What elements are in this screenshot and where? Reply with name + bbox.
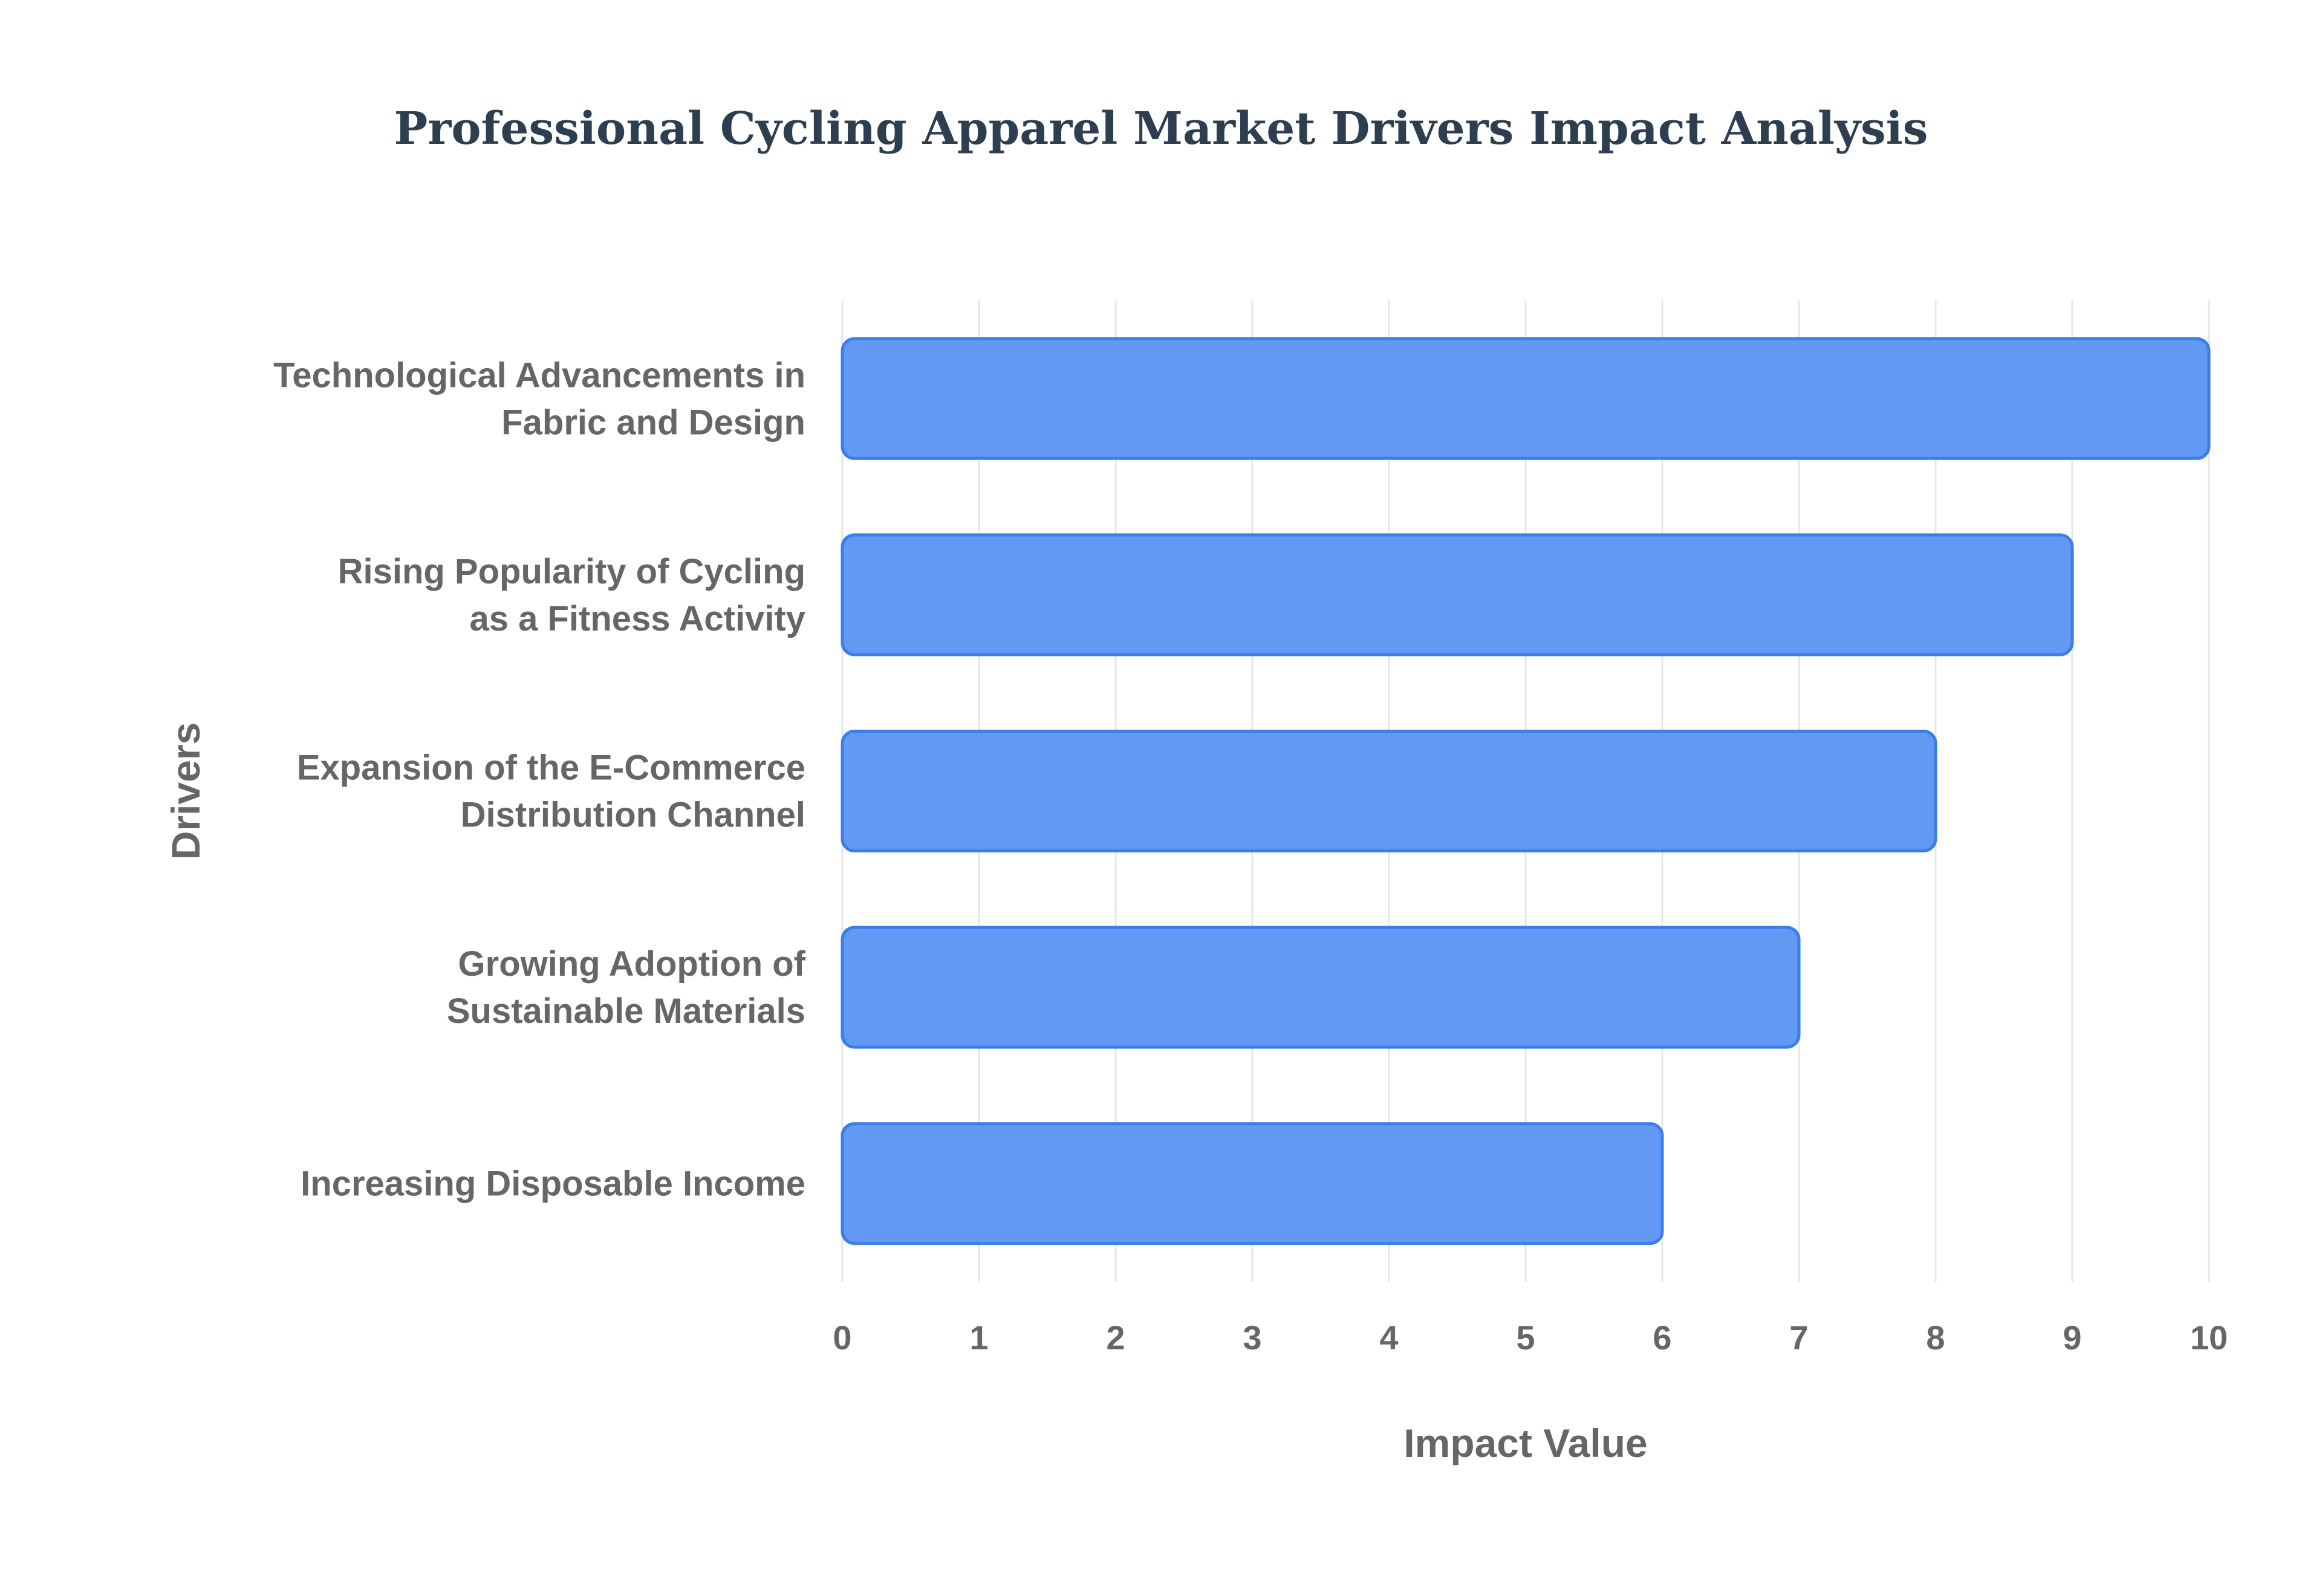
category-label: Expansion of the E-Commerce Distribution … (297, 748, 805, 835)
x-tick-label: 1 (969, 1319, 988, 1357)
x-axis-title: Impact Value (1403, 1421, 1648, 1465)
x-tick-labels: 0 1 2 3 4 5 6 7 8 9 10 (833, 1319, 2228, 1357)
x-tick-label: 2 (1106, 1319, 1125, 1357)
x-tick-label: 9 (2063, 1319, 2081, 1357)
x-tick-label: 0 (833, 1319, 851, 1357)
x-tick-label: 7 (1789, 1319, 1808, 1357)
bar (841, 533, 2074, 657)
y-axis-title: Drivers (163, 722, 208, 860)
bar (841, 729, 1937, 853)
x-tick-label: 4 (1379, 1319, 1398, 1357)
category-label: Rising Popularity of Cycling as a Fitness… (338, 552, 805, 638)
category-label: Technological Advancements in Fabric and … (273, 355, 805, 442)
x-tick-label: 8 (1926, 1319, 1945, 1357)
bar (841, 1122, 1664, 1245)
x-tick-label: 6 (1653, 1319, 1671, 1357)
category-label: Growing Adoption of Sustainable Materials (447, 944, 806, 1031)
bar (841, 337, 2211, 460)
bar (841, 926, 1801, 1049)
category-labels: Technological Advancements in Fabric and … (273, 355, 806, 1203)
bars (841, 337, 2211, 1245)
x-tick-label: 3 (1243, 1319, 1261, 1357)
x-tick-label: 10 (2190, 1319, 2228, 1357)
chart-title: Professional Cycling Apparel Market Driv… (394, 103, 1928, 155)
x-tick-label: 5 (1516, 1319, 1535, 1357)
category-label: Increasing Disposable Income (301, 1164, 805, 1204)
